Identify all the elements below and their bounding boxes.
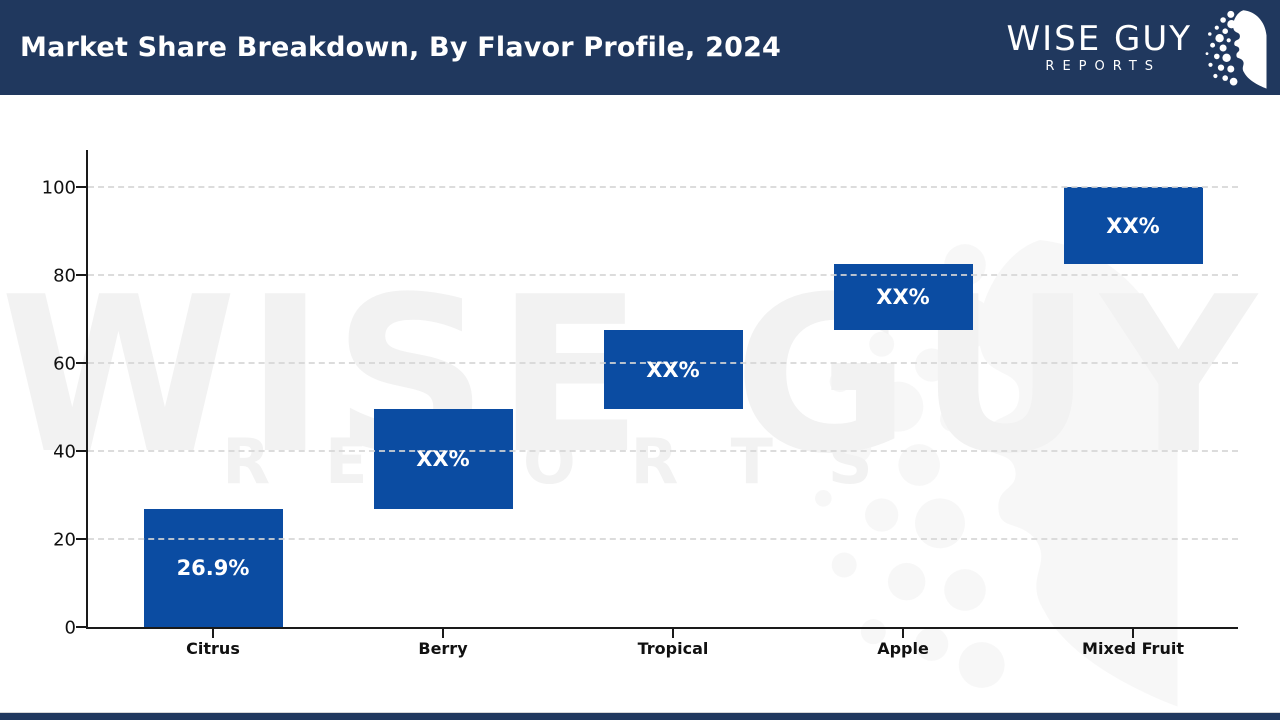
bar-value-label: 26.9%	[176, 555, 250, 580]
bar-value-label: XX%	[646, 357, 700, 382]
watermark-text-line2: REPORTS	[222, 425, 928, 498]
y-tick-mark	[76, 450, 86, 452]
header-bar: Market Share Breakdown, By Flavor Profil…	[0, 0, 1280, 95]
bar-citrus	[143, 508, 283, 627]
gridline	[88, 362, 1238, 364]
footer-bar	[0, 713, 1280, 720]
gridline	[88, 450, 1238, 452]
x-category-label: Tropical	[637, 639, 709, 658]
y-tick-label: 60	[53, 353, 76, 375]
bar-value-label: XX%	[1106, 213, 1160, 238]
wise-guy-reports-logo: WISE GUY REPORTS	[1006, 6, 1274, 90]
watermark: WISE GUY REPORTS	[0, 95, 1280, 713]
gridline	[88, 538, 1238, 540]
logo-reports-label: REPORTS	[1045, 59, 1162, 74]
footer-divider	[0, 712, 1280, 713]
logo-face-icon	[1205, 9, 1267, 89]
bar-value-label: XX%	[876, 285, 930, 309]
x-category-label: Apple	[877, 639, 929, 658]
logo-wiseguy-label: WISE GUY	[1006, 19, 1192, 59]
gridline	[88, 274, 1238, 276]
x-tick-mark	[442, 629, 444, 638]
y-tick-label: 100	[41, 177, 76, 199]
x-tick-mark	[902, 629, 904, 638]
y-tick-label: 40	[53, 441, 76, 463]
y-tick-mark	[76, 186, 86, 188]
y-axis-line	[86, 150, 88, 629]
y-tick-label: 80	[53, 265, 76, 287]
x-category-label: Berry	[418, 639, 468, 658]
x-category-label: Mixed Fruit	[1082, 639, 1184, 658]
y-tick-label: 0	[64, 617, 76, 639]
y-tick-mark	[76, 362, 86, 364]
logo-text: WISE GUY REPORTS	[1006, 22, 1192, 73]
bar-tropical	[603, 330, 743, 410]
chart-title: Market Share Breakdown, By Flavor Profil…	[20, 32, 782, 63]
y-tick-mark	[76, 274, 86, 276]
bar-mixed-fruit	[1063, 187, 1203, 264]
x-tick-mark	[672, 629, 674, 638]
y-tick-mark	[76, 538, 86, 540]
x-category-label: Citrus	[186, 639, 240, 658]
x-axis-line	[86, 627, 1238, 629]
y-tick-label: 20	[53, 529, 76, 551]
x-tick-mark	[1132, 629, 1134, 638]
gridline	[88, 186, 1238, 188]
x-tick-mark	[212, 629, 214, 638]
y-tick-mark	[76, 626, 86, 628]
bar-value-label: XX%	[416, 446, 470, 471]
bar-berry	[373, 409, 513, 509]
